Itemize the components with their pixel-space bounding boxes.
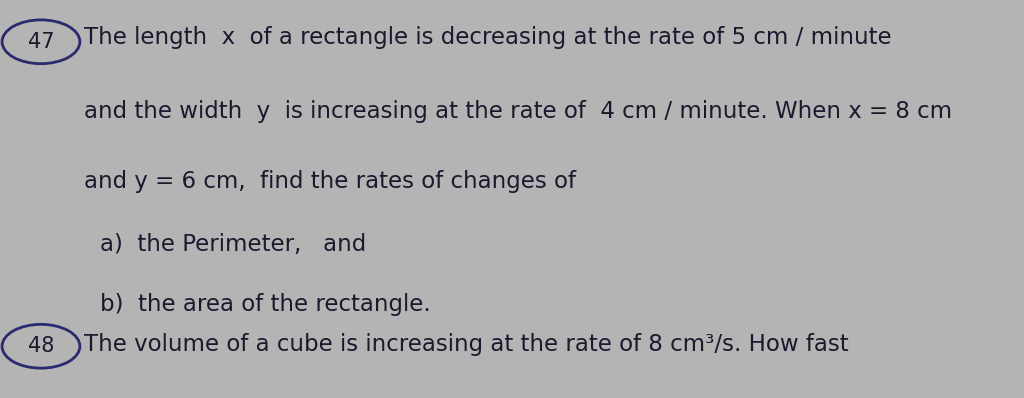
Text: b)  the area of the rectangle.: b) the area of the rectangle. <box>100 293 431 316</box>
Text: The length  x  of a rectangle is decreasing at the rate of 5 cm / minute: The length x of a rectangle is decreasin… <box>84 26 892 49</box>
Text: 47: 47 <box>28 32 54 52</box>
Text: 48: 48 <box>28 336 54 356</box>
Text: and y = 6 cm,  find the rates of changes of: and y = 6 cm, find the rates of changes … <box>84 170 575 193</box>
Text: a)  the Perimeter,   and: a) the Perimeter, and <box>100 233 367 256</box>
Text: The volume of a cube is increasing at the rate of 8 cm³/s. How fast: The volume of a cube is increasing at th… <box>84 333 849 356</box>
Text: and the width  y  is increasing at the rate of  4 cm / minute. When x = 8 cm: and the width y is increasing at the rat… <box>84 100 952 123</box>
